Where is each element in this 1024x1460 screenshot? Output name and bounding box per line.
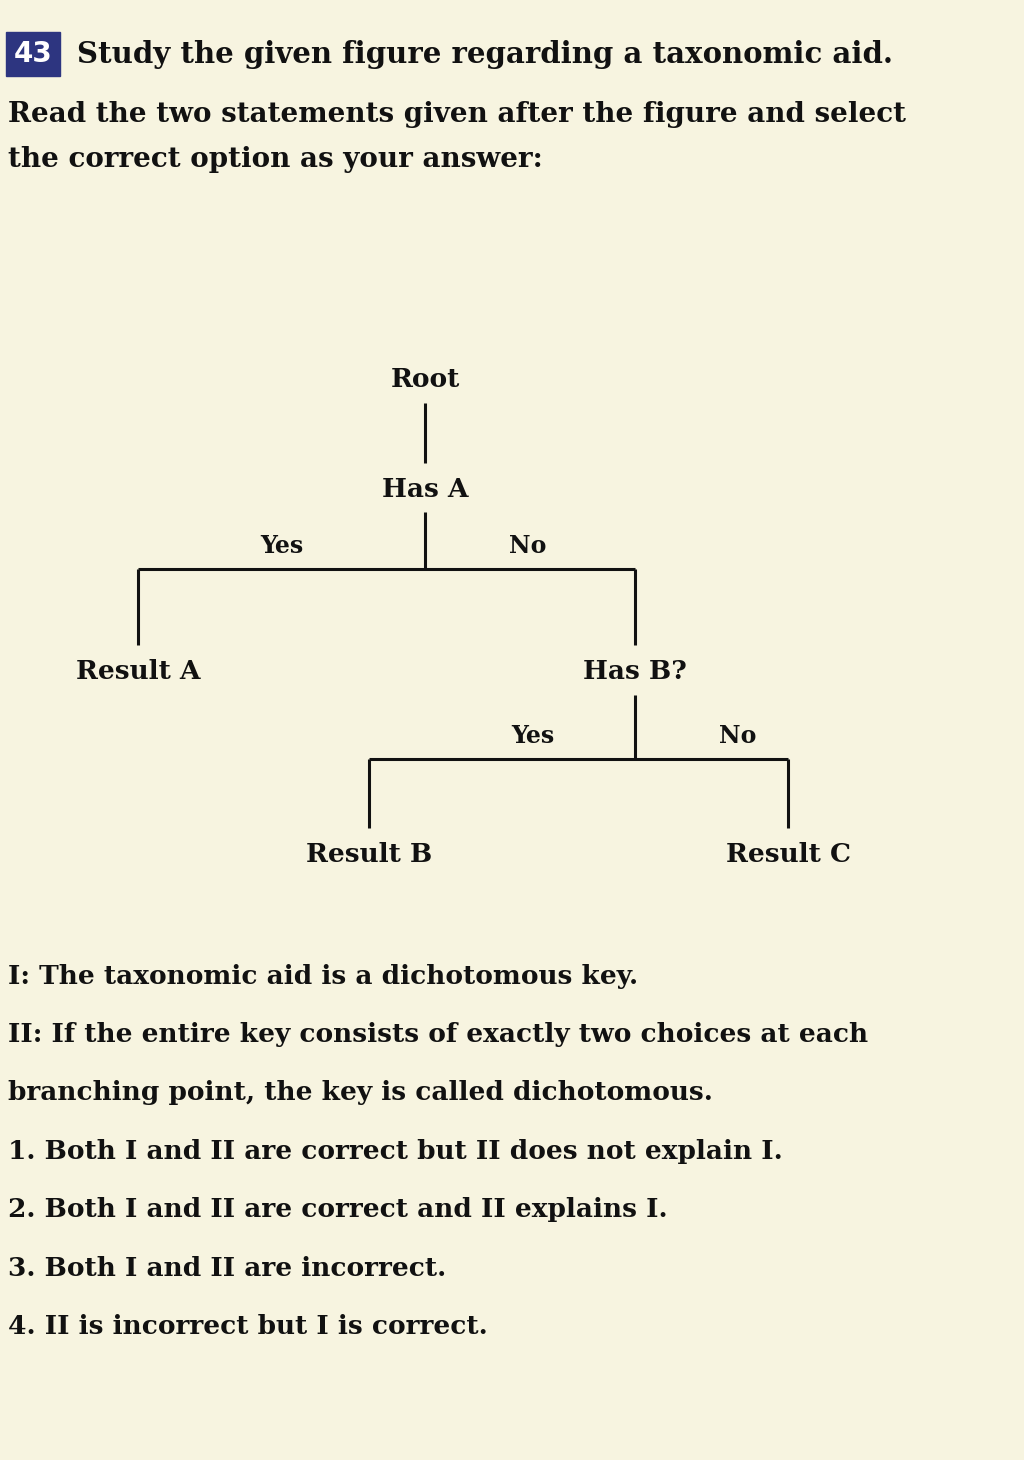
Text: the correct option as your answer:: the correct option as your answer: [8, 146, 543, 172]
Text: Result B: Result B [305, 841, 432, 867]
Text: No: No [719, 724, 756, 748]
Text: 3. Both I and II are incorrect.: 3. Both I and II are incorrect. [8, 1256, 446, 1280]
Text: Study the given figure regarding a taxonomic aid.: Study the given figure regarding a taxon… [77, 39, 893, 69]
Text: 43: 43 [13, 39, 52, 69]
Text: Yes: Yes [511, 724, 554, 748]
Text: Result A: Result A [76, 658, 201, 685]
Text: No: No [509, 534, 546, 558]
Text: II: If the entire key consists of exactly two choices at each: II: If the entire key consists of exactl… [8, 1022, 868, 1047]
Text: I: The taxonomic aid is a dichotomous key.: I: The taxonomic aid is a dichotomous ke… [8, 964, 638, 988]
Text: Result C: Result C [726, 841, 851, 867]
Text: branching point, the key is called dichotomous.: branching point, the key is called dicho… [8, 1080, 713, 1105]
Text: 2. Both I and II are correct and II explains I.: 2. Both I and II are correct and II expl… [8, 1197, 668, 1222]
Text: Read the two statements given after the figure and select: Read the two statements given after the … [8, 101, 906, 127]
Text: Has A: Has A [382, 476, 468, 502]
Text: 1. Both I and II are correct but II does not explain I.: 1. Both I and II are correct but II does… [8, 1139, 783, 1164]
Text: Root: Root [390, 366, 460, 393]
Text: Has B?: Has B? [583, 658, 687, 685]
Text: Yes: Yes [260, 534, 303, 558]
Text: 4. II is incorrect but I is correct.: 4. II is incorrect but I is correct. [8, 1314, 488, 1339]
